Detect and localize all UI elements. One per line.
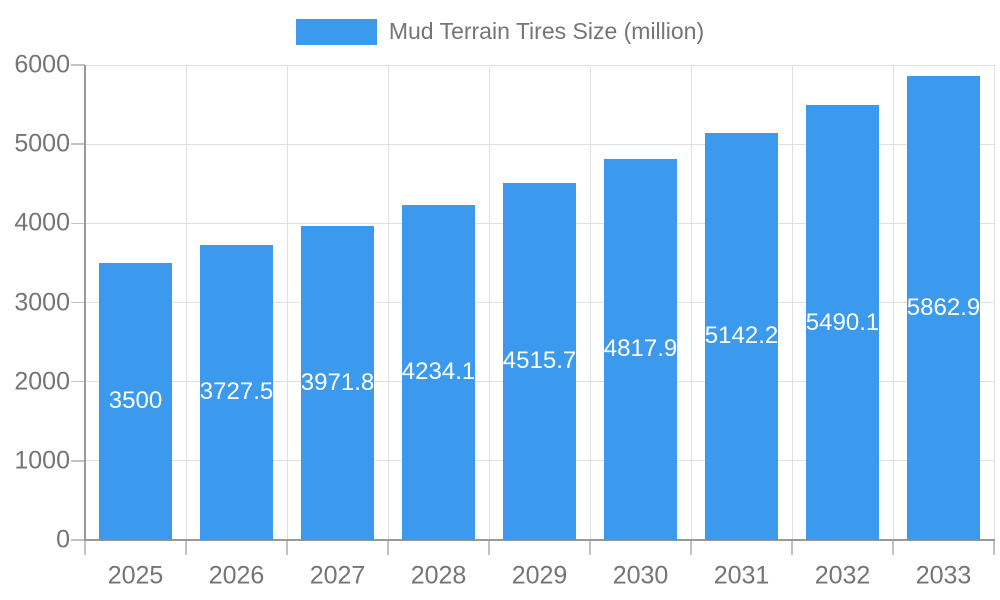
v-gridline bbox=[387, 65, 389, 540]
x-axis-label: 2033 bbox=[915, 561, 972, 590]
y-axis-label: 5000 bbox=[14, 129, 70, 158]
x-axis-label: 2027 bbox=[309, 561, 366, 590]
bar-value-label: 4817.9 bbox=[603, 335, 678, 363]
v-gridline bbox=[690, 65, 692, 540]
legend-swatch bbox=[295, 18, 377, 45]
x-axis-tick bbox=[185, 540, 187, 555]
y-axis-tick bbox=[71, 301, 85, 304]
x-axis-tick bbox=[387, 540, 389, 555]
y-axis-tick bbox=[71, 380, 85, 383]
x-axis-label: 2031 bbox=[713, 561, 770, 590]
bar-2026: 3727.5 bbox=[199, 244, 274, 540]
x-axis-tick bbox=[993, 540, 995, 555]
y-axis-tick bbox=[71, 460, 85, 462]
x-axis-label: 2030 bbox=[612, 561, 669, 590]
legend-label: Mud Terrain Tires Size (million) bbox=[388, 18, 705, 44]
x-axis-tick bbox=[286, 540, 288, 555]
v-gridline bbox=[791, 65, 793, 540]
bar-2033: 5862.9 bbox=[906, 75, 981, 540]
v-gridline bbox=[993, 65, 995, 540]
legend: Mud Terrain Tires Size (million) bbox=[0, 18, 1000, 45]
x-axis-label: 2025 bbox=[107, 561, 164, 590]
x-axis-label: 2029 bbox=[511, 561, 568, 590]
x-axis-label: 2028 bbox=[410, 561, 467, 590]
y-axis-label: 4000 bbox=[14, 208, 70, 237]
y-axis-label: 3000 bbox=[14, 288, 70, 316]
h-gridline bbox=[85, 64, 994, 66]
legend-item[interactable]: Mud Terrain Tires Size (million) bbox=[295, 18, 705, 45]
bar-2027: 3971.8 bbox=[300, 225, 375, 540]
x-axis-tick bbox=[690, 540, 692, 555]
v-gridline bbox=[488, 65, 490, 540]
v-gridline bbox=[286, 65, 288, 540]
x-axis-tick bbox=[488, 540, 490, 555]
bar-2028: 4234.1 bbox=[401, 204, 476, 540]
h-gridline bbox=[85, 143, 994, 145]
bar-value-label: 3500 bbox=[108, 387, 163, 415]
y-axis-label: 0 bbox=[56, 525, 70, 554]
y-axis-label: 1000 bbox=[14, 446, 70, 475]
x-axis-label: 2032 bbox=[814, 561, 871, 590]
y-axis-label: 2000 bbox=[14, 367, 70, 396]
bar-value-label: 5142.2 bbox=[704, 322, 779, 350]
x-axis-line bbox=[84, 539, 995, 541]
x-axis-tick bbox=[589, 540, 591, 555]
x-axis-label: 2026 bbox=[208, 561, 265, 590]
bar-2025: 3500 bbox=[99, 262, 172, 540]
v-gridline bbox=[185, 65, 187, 540]
v-gridline bbox=[892, 65, 894, 540]
x-axis-tick bbox=[791, 540, 793, 555]
x-axis-tick bbox=[892, 540, 894, 555]
bar-value-label: 4515.7 bbox=[502, 347, 577, 375]
bar-2031: 5142.2 bbox=[704, 132, 779, 540]
bar-value-label: 4234.1 bbox=[401, 358, 476, 386]
y-axis-tick bbox=[71, 64, 85, 66]
bar-value-label: 5490.1 bbox=[805, 308, 880, 336]
y-axis-line bbox=[84, 65, 86, 541]
bar-value-label: 3727.5 bbox=[199, 378, 274, 406]
bar-2030: 4817.9 bbox=[603, 158, 678, 540]
y-axis-tick bbox=[71, 539, 85, 541]
x-axis-tick bbox=[84, 540, 86, 555]
bar-value-label: 3971.8 bbox=[300, 368, 375, 396]
y-axis-tick bbox=[71, 222, 85, 225]
y-axis-label: 6000 bbox=[14, 50, 70, 79]
y-axis-tick bbox=[71, 143, 85, 145]
v-gridline bbox=[589, 65, 591, 540]
bar-2029: 4515.7 bbox=[502, 182, 577, 540]
bar-value-label: 5862.9 bbox=[906, 293, 981, 321]
bar-2032: 5490.1 bbox=[806, 105, 879, 540]
